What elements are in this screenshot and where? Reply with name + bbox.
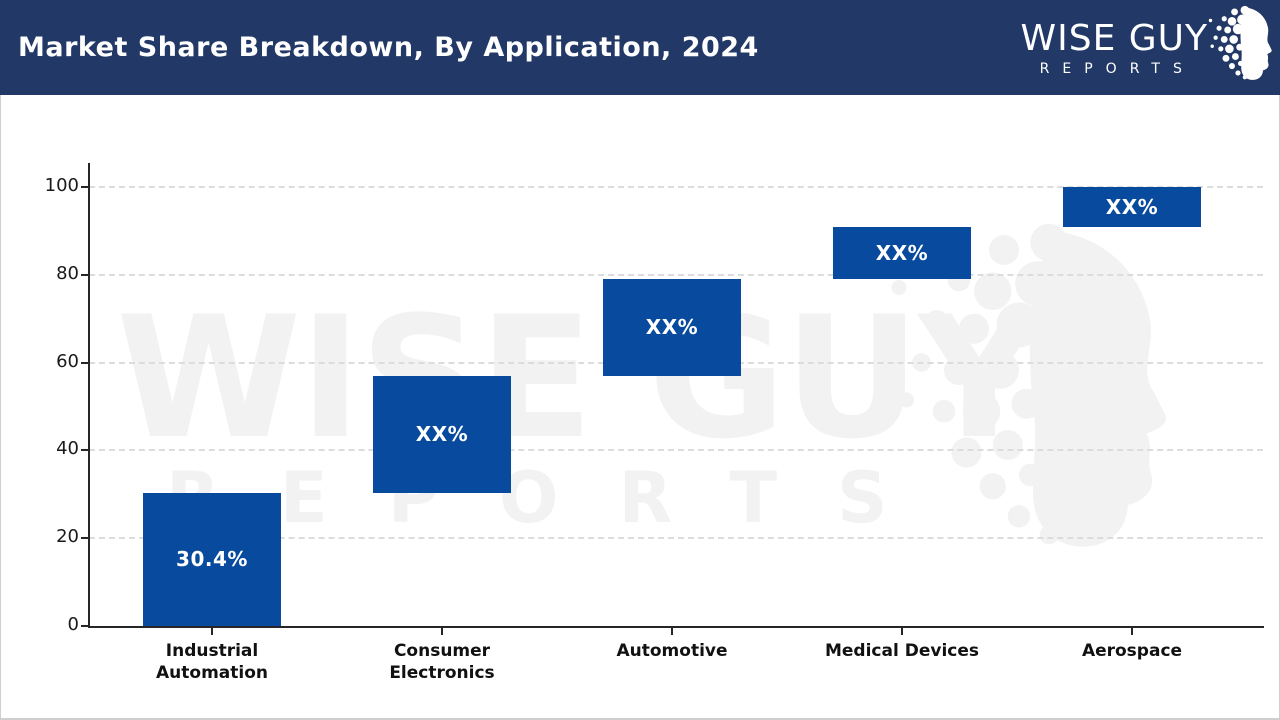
bar-value-label: XX%	[1105, 194, 1159, 219]
gridline-y-20	[89, 537, 1263, 540]
bar-automotive: XX%	[603, 279, 741, 376]
y-tick-label: 60	[56, 350, 79, 372]
header-bar: Market Share Breakdown, By Application, …	[0, 0, 1280, 95]
x-category-label: Aerospace	[1081, 641, 1183, 661]
y-tick-mark	[81, 186, 89, 188]
x-tick-mark	[901, 628, 903, 635]
x-tick-mark	[671, 628, 673, 635]
x-tick-mark	[211, 628, 213, 635]
y-tick-label: 100	[44, 175, 79, 196]
x-tick-mark	[1131, 628, 1133, 635]
x-category-label: Industrial Automation	[156, 641, 268, 683]
bar-value-label: XX%	[415, 422, 469, 447]
y-tick-mark	[81, 273, 89, 276]
gridline-y-80	[89, 273, 1263, 276]
dotted-face-profile-icon	[1208, 5, 1272, 80]
gridline-y-100	[89, 186, 1263, 188]
y-tick-mark	[81, 537, 89, 540]
y-tick-mark	[81, 361, 89, 364]
brand-name: WISE GUY	[1020, 18, 1208, 59]
bar-industrial-automation: 30.4%	[143, 492, 281, 626]
y-tick-mark	[81, 449, 89, 452]
bar-medical-devices: XX%	[833, 226, 971, 280]
bar-value-label: XX%	[875, 240, 929, 265]
watermark-text-secondary: REPORTS	[166, 457, 948, 539]
brand-logo: WISE GUY REPORTS	[1021, 4, 1275, 92]
watermark-text-primary: WISE GUY	[116, 280, 1040, 476]
gridline-y-40	[89, 449, 1263, 452]
x-category-label: Consumer Electronics	[389, 641, 495, 683]
bar-value-label: 30.4%	[176, 547, 248, 572]
x-axis-spine	[88, 626, 1264, 628]
chart-title: Market Share Breakdown, By Application, …	[18, 32, 759, 63]
y-tick-mark	[81, 625, 89, 627]
y-axis-spine	[88, 163, 90, 628]
bar-value-label: XX%	[645, 315, 699, 340]
y-tick-label: 0	[67, 614, 79, 635]
watermark-face-icon	[891, 223, 1166, 547]
bar-consumer-electronics: XX%	[373, 375, 511, 493]
y-tick-label: 40	[56, 438, 79, 460]
y-tick-label: 80	[56, 262, 79, 284]
bar-aerospace: XX%	[1063, 187, 1201, 227]
brand-subtitle: REPORTS	[1039, 61, 1195, 77]
x-category-label: Medical Devices	[824, 641, 979, 661]
y-tick-label: 20	[56, 526, 79, 548]
x-tick-mark	[441, 628, 443, 635]
x-category-label: Automotive	[616, 641, 728, 661]
chart-canvas: WISE GUY REPORTS 0 20 40 60 80 100 30.4% Indust…	[0, 95, 1280, 720]
brand-logo-text: WISE GUY REPORTS	[1020, 18, 1209, 78]
